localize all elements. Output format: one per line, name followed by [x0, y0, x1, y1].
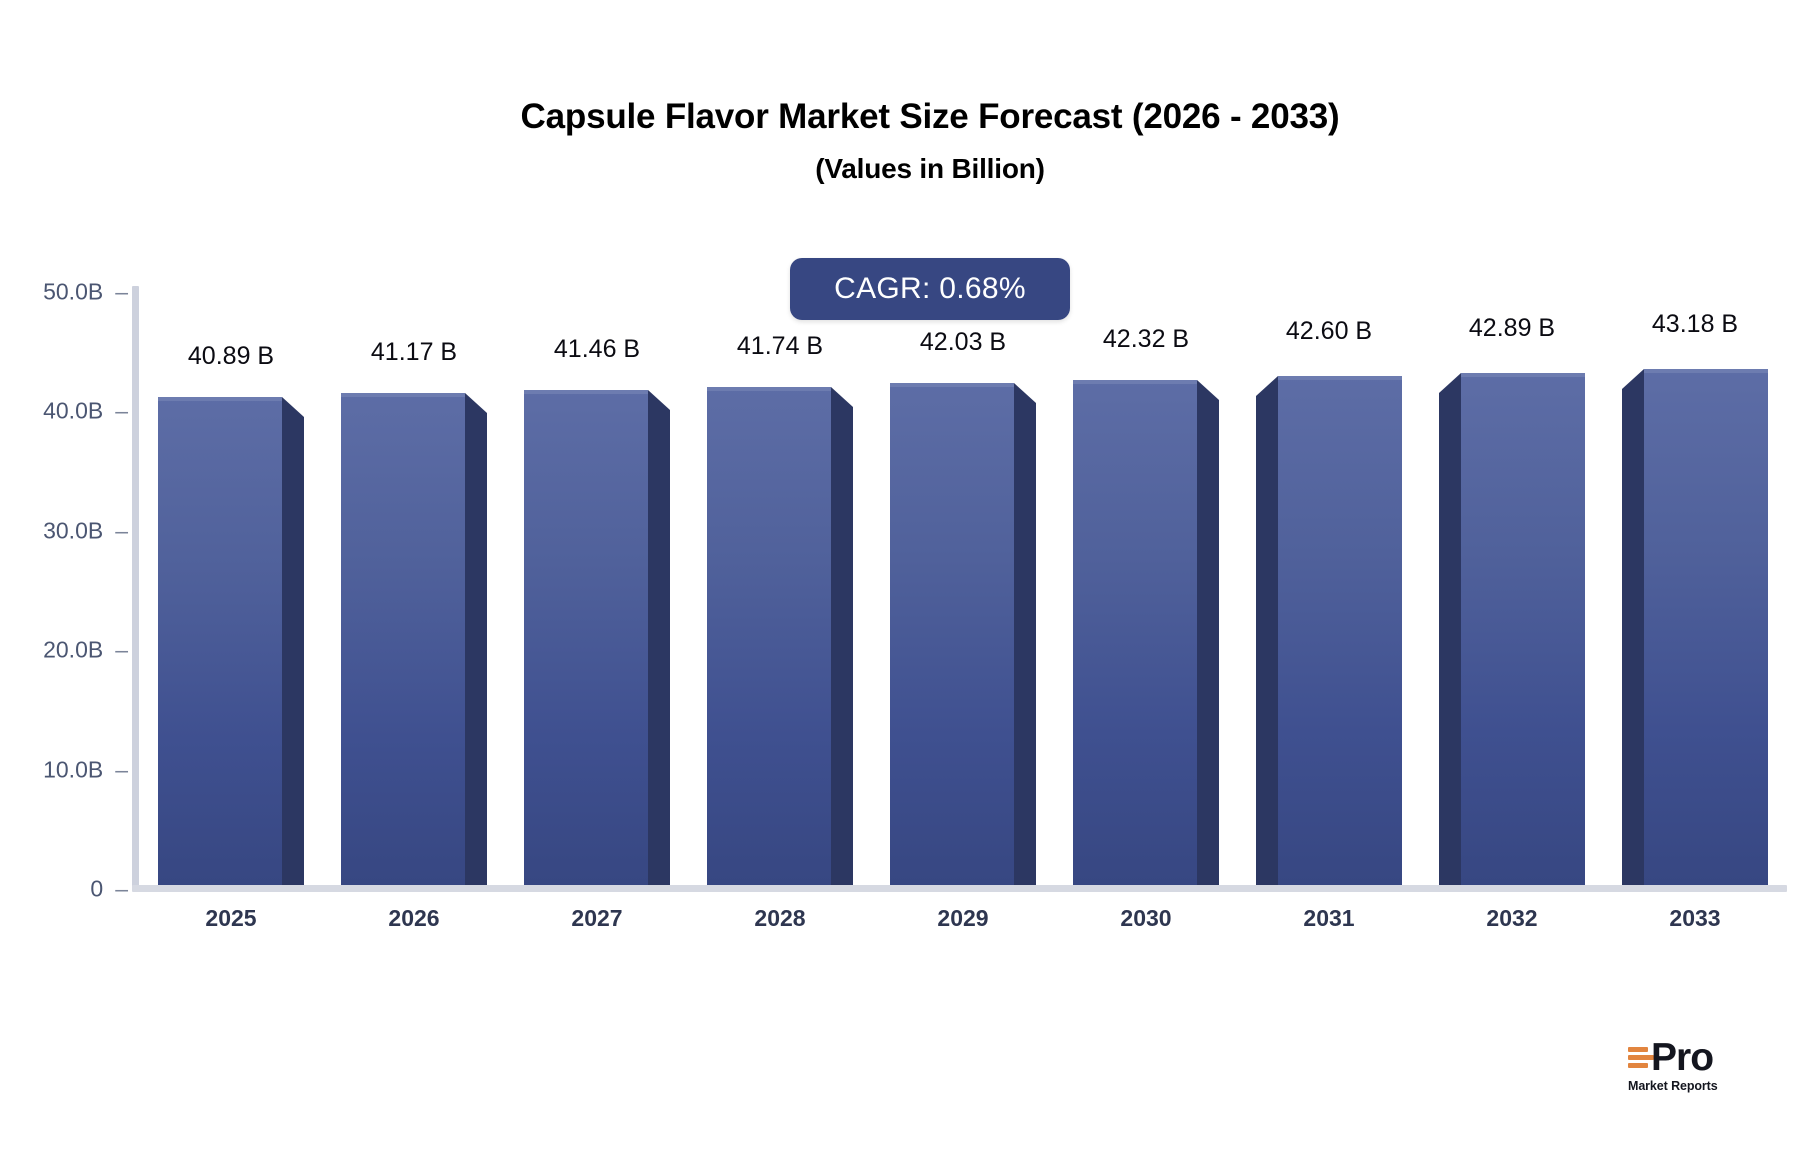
bar-top-wedge	[648, 390, 670, 410]
bar-value-label: 42.60 B	[1285, 317, 1373, 345]
bar-front-face	[1073, 380, 1197, 885]
bar-value-label: 42.03 B	[919, 328, 1007, 356]
y-axis-tick-mark: –	[115, 397, 128, 424]
bar-top-face	[890, 383, 1014, 387]
bar-side-face	[465, 413, 487, 885]
bar-front-face	[890, 383, 1014, 885]
y-axis-tick-label: 20.0B	[43, 636, 104, 663]
chart-subtitle: (Values in Billion)	[815, 152, 1045, 184]
x-axis-tick-label: 2027	[571, 905, 623, 931]
x-axis-tick-label: 2032	[1486, 905, 1538, 931]
bar-top-wedge	[831, 387, 853, 407]
y-axis-tick-mark: –	[115, 636, 128, 663]
bar[interactable]	[1622, 369, 1768, 885]
logo-row: Pro	[1628, 1036, 1778, 1079]
logo-bars-icon	[1628, 1040, 1654, 1068]
y-axis-tick: 30.0B –	[0, 517, 128, 544]
y-axis-tick: 10.0B –	[0, 756, 128, 783]
x-axis-tick-label: 2028	[754, 905, 806, 931]
bar-side-face	[648, 410, 670, 885]
bar-top-wedge	[465, 393, 487, 413]
y-axis-tick-label: 50.0B	[43, 278, 104, 305]
logo-tagline: Market Reports	[1628, 1078, 1718, 1093]
bar-top-face	[341, 393, 465, 397]
x-axis-tick-label: 2029	[937, 905, 989, 931]
cagr-badge-label: CAGR: 0.68%	[834, 272, 1026, 305]
bar-top-wedge	[1622, 369, 1644, 389]
bar[interactable]	[707, 387, 853, 885]
y-axis-tick-mark: –	[115, 756, 128, 783]
bar-front-face	[707, 387, 831, 885]
bar-side-face	[1622, 389, 1644, 885]
y-axis-tick-mark: –	[115, 517, 128, 544]
bar[interactable]	[1256, 376, 1402, 885]
bar-top-wedge	[1197, 380, 1219, 400]
page-title: Capsule Flavor Market Size Forecast (202…	[520, 97, 1340, 136]
y-axis-tick-mark: –	[115, 875, 128, 902]
brand-logo: Pro Market Reports	[1628, 1036, 1778, 1102]
bar-front-face	[341, 393, 465, 885]
bar-top-wedge	[1439, 373, 1461, 393]
bar-side-face	[1439, 393, 1461, 885]
bar[interactable]	[524, 390, 670, 885]
bar-top-face	[1644, 369, 1768, 373]
y-axis-tick: 0–	[0, 876, 128, 903]
y-axis-tick: 40.0B –	[0, 398, 128, 425]
x-axis-line	[132, 885, 1787, 892]
logo-wordmark: Pro	[1651, 1036, 1714, 1079]
y-axis-tick-label: 0	[90, 875, 104, 902]
bar-top-face	[707, 387, 831, 391]
bar-value-label: 43.18 B	[1651, 310, 1739, 338]
y-axis-tick: 20.0B –	[0, 637, 128, 664]
bar-front-face	[158, 397, 282, 885]
bar-side-face	[1014, 403, 1036, 885]
bar[interactable]	[158, 397, 304, 885]
bar-top-face	[1278, 376, 1402, 380]
x-axis-tick-label: 2031	[1303, 905, 1355, 931]
bar[interactable]	[1439, 373, 1585, 885]
bar-side-face	[282, 417, 304, 885]
bar-front-face	[524, 390, 648, 885]
bar[interactable]	[1073, 380, 1219, 885]
y-axis-tick-mark: –	[115, 278, 128, 305]
bar-series: 40.89 B 41.17 B 41.46 B 41.74 B 42.03 B 42.32…	[139, 270, 1787, 889]
x-axis-tick-label: 2025	[205, 905, 257, 931]
bar-front-face	[1278, 376, 1402, 885]
x-axis-labels: 2025 2026 2027 2028 2029 2030 2031 2032 2033	[139, 905, 1787, 945]
bar-top-wedge	[1014, 383, 1036, 403]
y-axis-tick-label: 30.0B	[43, 517, 104, 544]
bar[interactable]	[890, 383, 1036, 885]
bar-top-face	[524, 390, 648, 394]
bar-value-label: 41.17 B	[370, 338, 458, 366]
title-block: Capsule Flavor Market Size Forecast (202…	[0, 97, 1800, 185]
bar-top-face	[158, 397, 282, 401]
bar-top-wedge	[282, 397, 304, 417]
bar-side-face	[831, 407, 853, 885]
bar[interactable]	[341, 393, 487, 885]
x-axis-tick-label: 2026	[388, 905, 440, 931]
bar-value-label: 40.89 B	[187, 342, 275, 370]
y-axis-tick: 50.0B –	[0, 279, 128, 306]
plot-area: 0–10.0B –20.0B –30.0B –40.0B –50.0B – 40.89 B…	[0, 270, 1800, 970]
bar-side-face	[1197, 400, 1219, 885]
bar-value-label: 41.74 B	[736, 332, 824, 360]
bar-value-label: 42.89 B	[1468, 314, 1556, 342]
cagr-badge: CAGR: 0.68%	[790, 258, 1070, 320]
bar-front-face	[1644, 369, 1768, 885]
bar-value-label: 41.46 B	[553, 335, 641, 363]
bar-front-face	[1461, 373, 1585, 885]
y-axis-line	[132, 286, 139, 889]
bar-top-face	[1073, 380, 1197, 384]
bar-value-label: 42.32 B	[1102, 325, 1190, 353]
x-axis-tick-label: 2033	[1669, 905, 1721, 931]
y-axis-tick-label: 40.0B	[43, 397, 104, 424]
bar-top-face	[1461, 373, 1585, 377]
bar-side-face	[1256, 396, 1278, 885]
bar-top-wedge	[1256, 376, 1278, 396]
y-axis-tick-label: 10.0B	[43, 756, 104, 783]
x-axis-tick-label: 2030	[1120, 905, 1172, 931]
